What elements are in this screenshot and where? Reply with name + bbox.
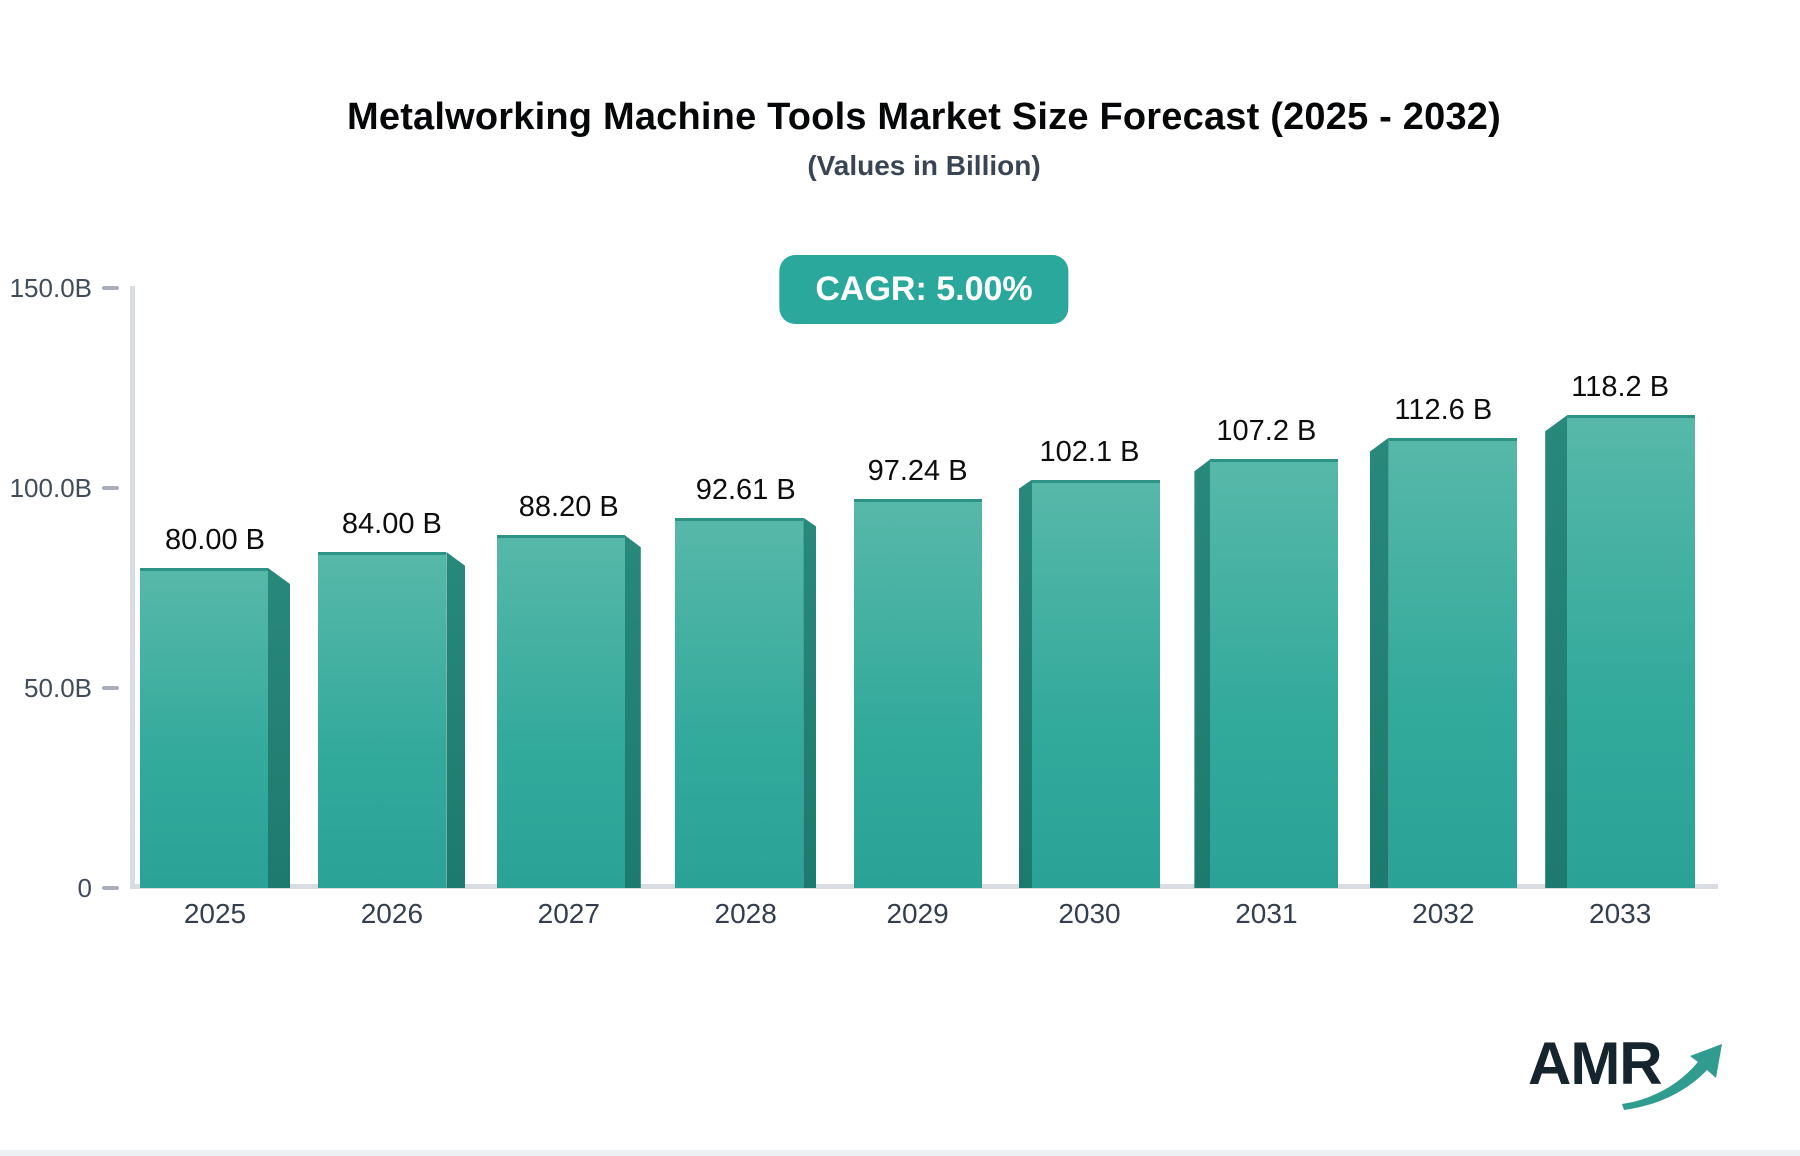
bar-2029 xyxy=(853,499,982,888)
bar-2027 xyxy=(496,535,625,888)
bar-side-2031 xyxy=(1194,459,1211,888)
x-tick-label: 2030 xyxy=(1058,898,1121,929)
bar-value-label: 80.00 B xyxy=(165,524,265,556)
bar-value-label: 102.1 B xyxy=(1039,435,1140,468)
bar-2030 xyxy=(1032,479,1160,888)
amr-logo-text: AMR xyxy=(1528,1030,1663,1097)
bar-value-label: 92.61 B xyxy=(695,473,796,506)
bar-2033 xyxy=(1567,415,1696,888)
bar-value-label: 118.2 B xyxy=(1571,371,1670,404)
bar-side-2033 xyxy=(1545,415,1568,888)
bar-2026 xyxy=(318,552,447,888)
y-tick-label: 50.0B xyxy=(24,673,92,703)
amr-logo: AMR xyxy=(1528,1030,1722,1110)
bar-value-label: 88.20 B xyxy=(518,491,619,524)
y-tick-label: 0 xyxy=(77,873,92,903)
y-tick-mark xyxy=(102,286,119,290)
bar-value-label: 97.24 B xyxy=(867,455,968,488)
x-tick-label: 2033 xyxy=(1589,898,1652,929)
bar-value-label: 84.00 B xyxy=(341,508,442,540)
bar-2031 xyxy=(1210,459,1339,888)
x-tick-label: 2028 xyxy=(714,898,777,929)
bar-2028 xyxy=(675,517,804,888)
y-tick-label: 150.0B xyxy=(9,273,92,303)
x-tick-label: 2027 xyxy=(537,898,600,929)
chart-title: Metalworking Machine Tools Market Size F… xyxy=(347,96,1501,138)
bottom-divider xyxy=(0,1150,1800,1156)
amr-logo-arrow-icon xyxy=(1622,1044,1722,1110)
chart-subtitle: (Values in Billion) xyxy=(807,150,1041,181)
x-tick-label: 2025 xyxy=(183,898,247,929)
y-tick-mark xyxy=(102,686,119,690)
bar-side-2026 xyxy=(446,552,466,888)
x-tick-label: 2031 xyxy=(1235,898,1298,929)
x-tick-label: 2026 xyxy=(360,898,424,929)
bar-side-2027 xyxy=(624,535,641,888)
bar-side-2030 xyxy=(1019,479,1032,888)
bar-side-2032 xyxy=(1369,437,1389,888)
bar-2025 xyxy=(140,568,268,888)
bar-value-label: 112.6 B xyxy=(1394,393,1493,426)
x-tick-label: 2029 xyxy=(886,898,949,929)
bar-side-2028 xyxy=(803,517,817,888)
cagr-badge: CAGR: 5.00% xyxy=(779,255,1069,324)
y-axis-line xyxy=(130,286,135,886)
bar-value-label: 107.2 B xyxy=(1216,415,1317,448)
y-tick-mark xyxy=(102,886,119,890)
y-tick-label: 100.0B xyxy=(9,473,92,503)
x-tick-label: 2032 xyxy=(1412,898,1475,929)
bar-2032 xyxy=(1388,437,1517,888)
bar-side-2025 xyxy=(268,568,290,888)
y-tick-mark xyxy=(102,486,119,490)
